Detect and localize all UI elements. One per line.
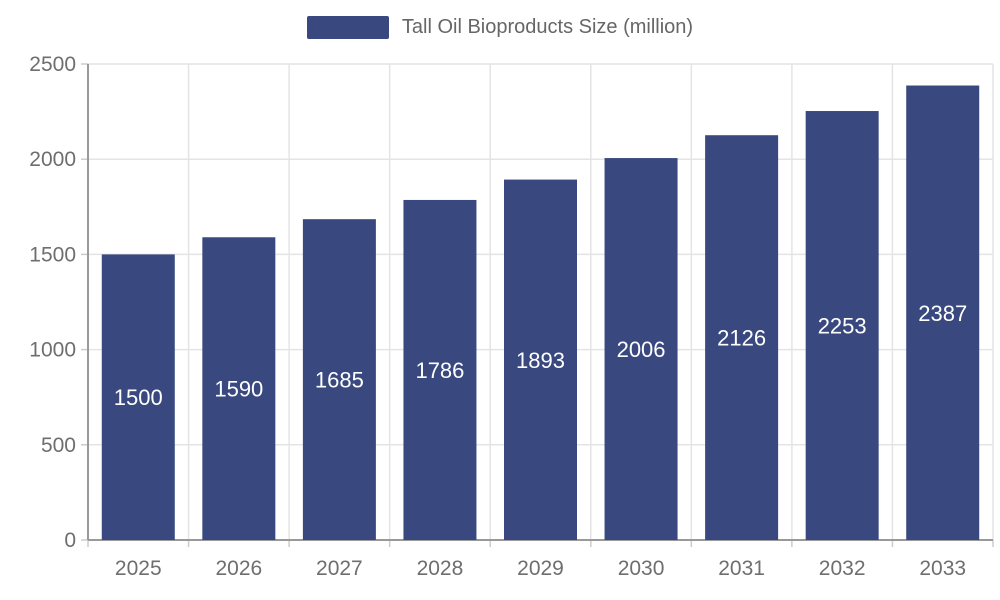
y-axis-tick-label: 2000: [29, 148, 76, 171]
x-axis-tick-label: 2029: [517, 557, 564, 580]
bar-value-label: 1500: [114, 385, 163, 410]
legend-swatch: [306, 16, 389, 39]
y-axis-tick-label: 500: [41, 434, 76, 457]
bar-2026[interactable]: [202, 237, 276, 541]
x-axis-tick-label: 2028: [417, 557, 464, 580]
x-axis-tick-label: 2026: [215, 557, 262, 580]
y-axis-tick-label: 0: [64, 529, 76, 552]
bar-2029[interactable]: [504, 179, 577, 540]
y-axis-tick-label: 1500: [29, 243, 76, 266]
bar-value-label: 1590: [214, 377, 263, 402]
bar-value-label: 1685: [315, 368, 364, 393]
x-axis-tick-label: 2031: [718, 557, 765, 580]
bar-2032[interactable]: [805, 111, 879, 540]
legend-label: Tall Oil Bioproducts Size (million): [401, 16, 694, 38]
bar-value-label: 2253: [818, 314, 867, 339]
legend[interactable]: Tall Oil Bioproducts Size (million): [0, 16, 1000, 39]
bar-2031[interactable]: [705, 135, 779, 540]
bar-2033[interactable]: [906, 85, 980, 540]
y-axis-tick-label: 2500: [29, 53, 76, 76]
bar-2028[interactable]: [403, 199, 477, 540]
x-axis-tick-label: 2025: [115, 557, 162, 580]
bar-2030[interactable]: [604, 158, 678, 540]
x-axis-tick-label: 2032: [819, 557, 866, 580]
x-axis-tick-label: 2027: [316, 557, 363, 580]
bar-value-label: 2387: [918, 301, 967, 326]
x-axis-tick-label: 2033: [919, 557, 966, 580]
bar-value-label: 2006: [617, 337, 666, 362]
bar-value-label: 1893: [516, 348, 565, 373]
bar-value-label: 2126: [717, 326, 766, 351]
bar-2027[interactable]: [302, 219, 376, 540]
bar-value-label: 1786: [415, 358, 464, 383]
y-axis-tick-label: 1000: [29, 339, 76, 362]
bar-2025[interactable]: [101, 254, 175, 540]
x-axis-tick-label: 2030: [618, 557, 665, 580]
